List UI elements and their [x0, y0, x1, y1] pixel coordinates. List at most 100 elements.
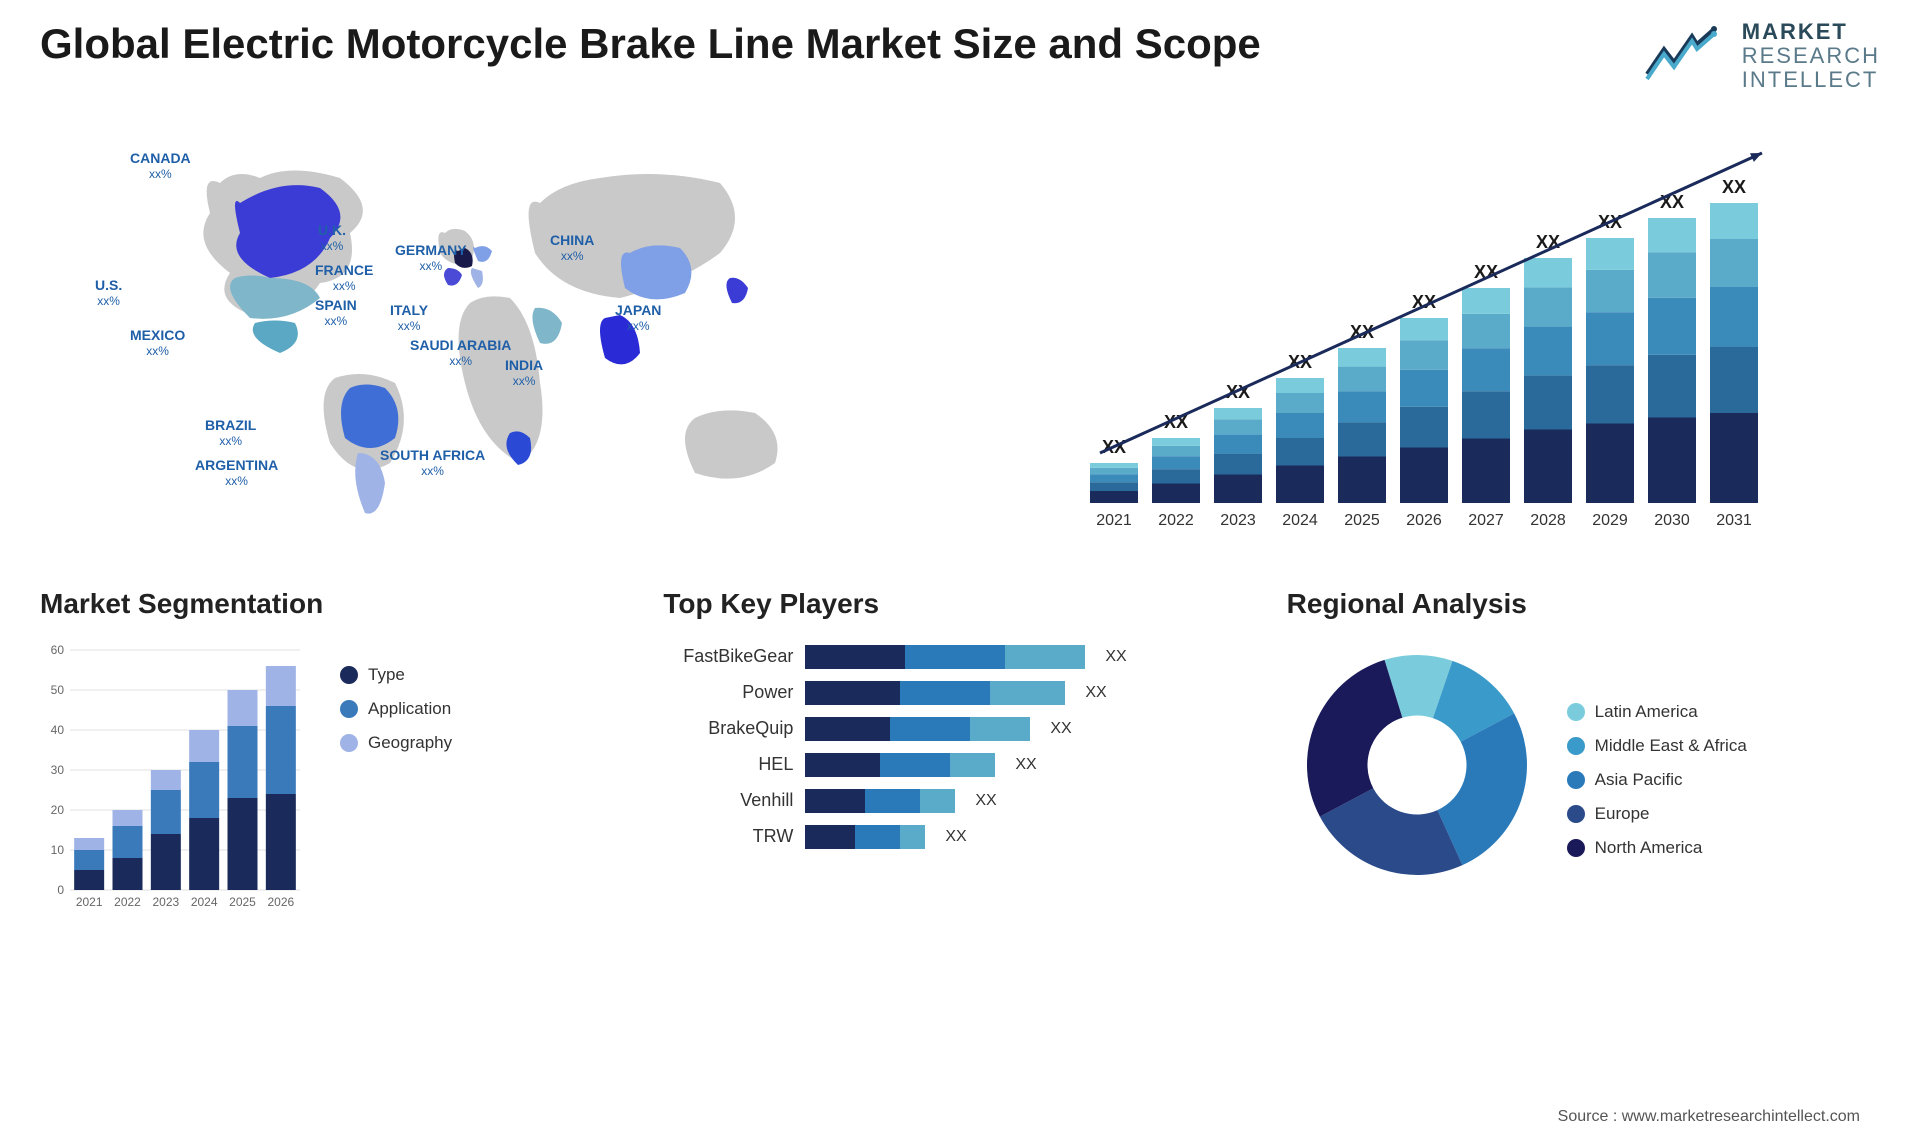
growth-bar-seg	[1586, 238, 1634, 270]
seg-year-label: 2023	[152, 895, 179, 909]
seg-bar-seg	[74, 838, 104, 850]
regional-legend-item: Asia Pacific	[1567, 770, 1747, 790]
seg-legend-item: Geography	[340, 733, 452, 753]
seg-bar-seg	[189, 762, 219, 818]
growth-bar-seg	[1152, 483, 1200, 503]
growth-bar-seg	[1524, 326, 1572, 375]
seg-bar-seg	[113, 810, 143, 826]
growth-bar-seg	[1586, 365, 1634, 423]
seg-ytick: 10	[51, 843, 65, 857]
players-panel: Top Key Players FastBikeGearXXPowerXXBra…	[663, 588, 1256, 915]
growth-bar-seg	[1710, 203, 1758, 239]
growth-bar-seg	[1214, 453, 1262, 474]
seg-year-label: 2021	[76, 895, 103, 909]
regional-title: Regional Analysis	[1287, 588, 1880, 620]
segmentation-title: Market Segmentation	[40, 588, 633, 620]
donut-slice	[1307, 659, 1402, 816]
legend-label: Europe	[1595, 804, 1650, 824]
growth-bar-seg	[1338, 366, 1386, 391]
seg-bar-seg	[151, 790, 181, 834]
page-title: Global Electric Motorcycle Brake Line Ma…	[40, 20, 1261, 68]
regional-legend-item: Latin America	[1567, 702, 1747, 722]
legend-label: North America	[1595, 838, 1703, 858]
map-label-germany: GERMANYxx%	[395, 243, 467, 274]
map-label-france: FRANCExx%	[315, 263, 373, 294]
regional-legend-item: Europe	[1567, 804, 1747, 824]
map-label-saudiarabia: SAUDI ARABIAxx%	[410, 338, 511, 369]
map-label-uk: U.K.xx%	[318, 223, 346, 254]
player-name: Power	[663, 682, 793, 703]
player-bar-seg	[865, 789, 920, 813]
player-row: Power XX	[663, 681, 1256, 705]
growth-year-label: 2030	[1654, 512, 1690, 529]
growth-year-label: 2022	[1158, 512, 1194, 529]
regional-donut	[1287, 635, 1547, 895]
growth-year-label: 2025	[1344, 512, 1380, 529]
seg-bar-seg	[266, 794, 296, 890]
player-row: FastBikeGearXX	[663, 645, 1256, 669]
player-row: TRWXX	[663, 825, 1256, 849]
world-map-panel: CANADAxx%U.S.xx%MEXICOxx%BRAZILxx%ARGENT…	[40, 123, 940, 543]
growth-year-label: 2024	[1282, 512, 1318, 529]
growth-bar-seg	[1090, 463, 1138, 468]
seg-ytick: 60	[51, 643, 65, 657]
top-row: CANADAxx%U.S.xx%MEXICOxx%BRAZILxx%ARGENT…	[40, 123, 1880, 548]
seg-bar-seg	[228, 690, 258, 726]
growth-bar-seg	[1152, 456, 1200, 469]
player-bar-seg	[805, 825, 855, 849]
growth-bar-seg	[1400, 318, 1448, 340]
map-label-spain: SPAINxx%	[315, 298, 357, 329]
player-bar	[805, 681, 1065, 705]
growth-bar-seg	[1648, 218, 1696, 252]
growth-bar-seg	[1524, 287, 1572, 326]
growth-bar-seg	[1462, 288, 1510, 314]
growth-bar-seg	[1710, 287, 1758, 347]
player-bar-seg	[880, 753, 950, 777]
player-bar-seg	[900, 681, 990, 705]
logo-icon	[1642, 24, 1732, 89]
seg-year-label: 2024	[191, 895, 218, 909]
player-value: XX	[1085, 684, 1106, 702]
growth-bar-seg	[1276, 393, 1324, 413]
growth-bar-seg	[1462, 438, 1510, 503]
growth-bar-seg	[1276, 438, 1324, 466]
growth-bar-seg	[1214, 474, 1262, 503]
legend-dot-icon	[1567, 771, 1585, 789]
growth-bar-seg	[1214, 419, 1262, 434]
growth-chart: XXXXXXXXXXXXXXXXXXXXXX 20212022202320242…	[980, 123, 1880, 543]
map-label-china: CHINAxx%	[550, 233, 594, 264]
seg-bar-seg	[113, 826, 143, 858]
segmentation-chart: 0102030405060202120222023202420252026	[40, 635, 320, 915]
growth-bar-seg	[1524, 375, 1572, 429]
growth-bar-seg	[1276, 378, 1324, 393]
growth-bar-seg	[1648, 417, 1696, 503]
growth-bar-label: XX	[1722, 177, 1746, 197]
seg-bar-seg	[113, 858, 143, 890]
player-bar	[805, 753, 995, 777]
player-bar-seg	[805, 681, 900, 705]
player-bar-seg	[855, 825, 900, 849]
player-name: HEL	[663, 754, 793, 775]
growth-year-label: 2023	[1220, 512, 1256, 529]
growth-bar-seg	[1090, 491, 1138, 503]
player-bar	[805, 717, 1030, 741]
growth-bar-seg	[1524, 429, 1572, 503]
player-value: XX	[1105, 648, 1126, 666]
growth-bar-seg	[1400, 340, 1448, 370]
growth-bar-seg	[1710, 347, 1758, 413]
growth-bar-seg	[1090, 467, 1138, 473]
legend-dot-icon	[340, 666, 358, 684]
growth-bar-seg	[1524, 258, 1572, 287]
growth-bar-seg	[1400, 406, 1448, 447]
seg-legend-item: Type	[340, 665, 452, 685]
map-label-southafrica: SOUTH AFRICAxx%	[380, 448, 485, 479]
growth-year-label: 2031	[1716, 512, 1752, 529]
legend-label: Asia Pacific	[1595, 770, 1683, 790]
seg-bar-seg	[228, 798, 258, 890]
player-name: TRW	[663, 826, 793, 847]
player-bar-seg	[805, 789, 865, 813]
seg-ytick: 30	[51, 763, 65, 777]
growth-bar-seg	[1276, 465, 1324, 503]
header: Global Electric Motorcycle Brake Line Ma…	[40, 20, 1880, 93]
player-row: BrakeQuipXX	[663, 717, 1256, 741]
